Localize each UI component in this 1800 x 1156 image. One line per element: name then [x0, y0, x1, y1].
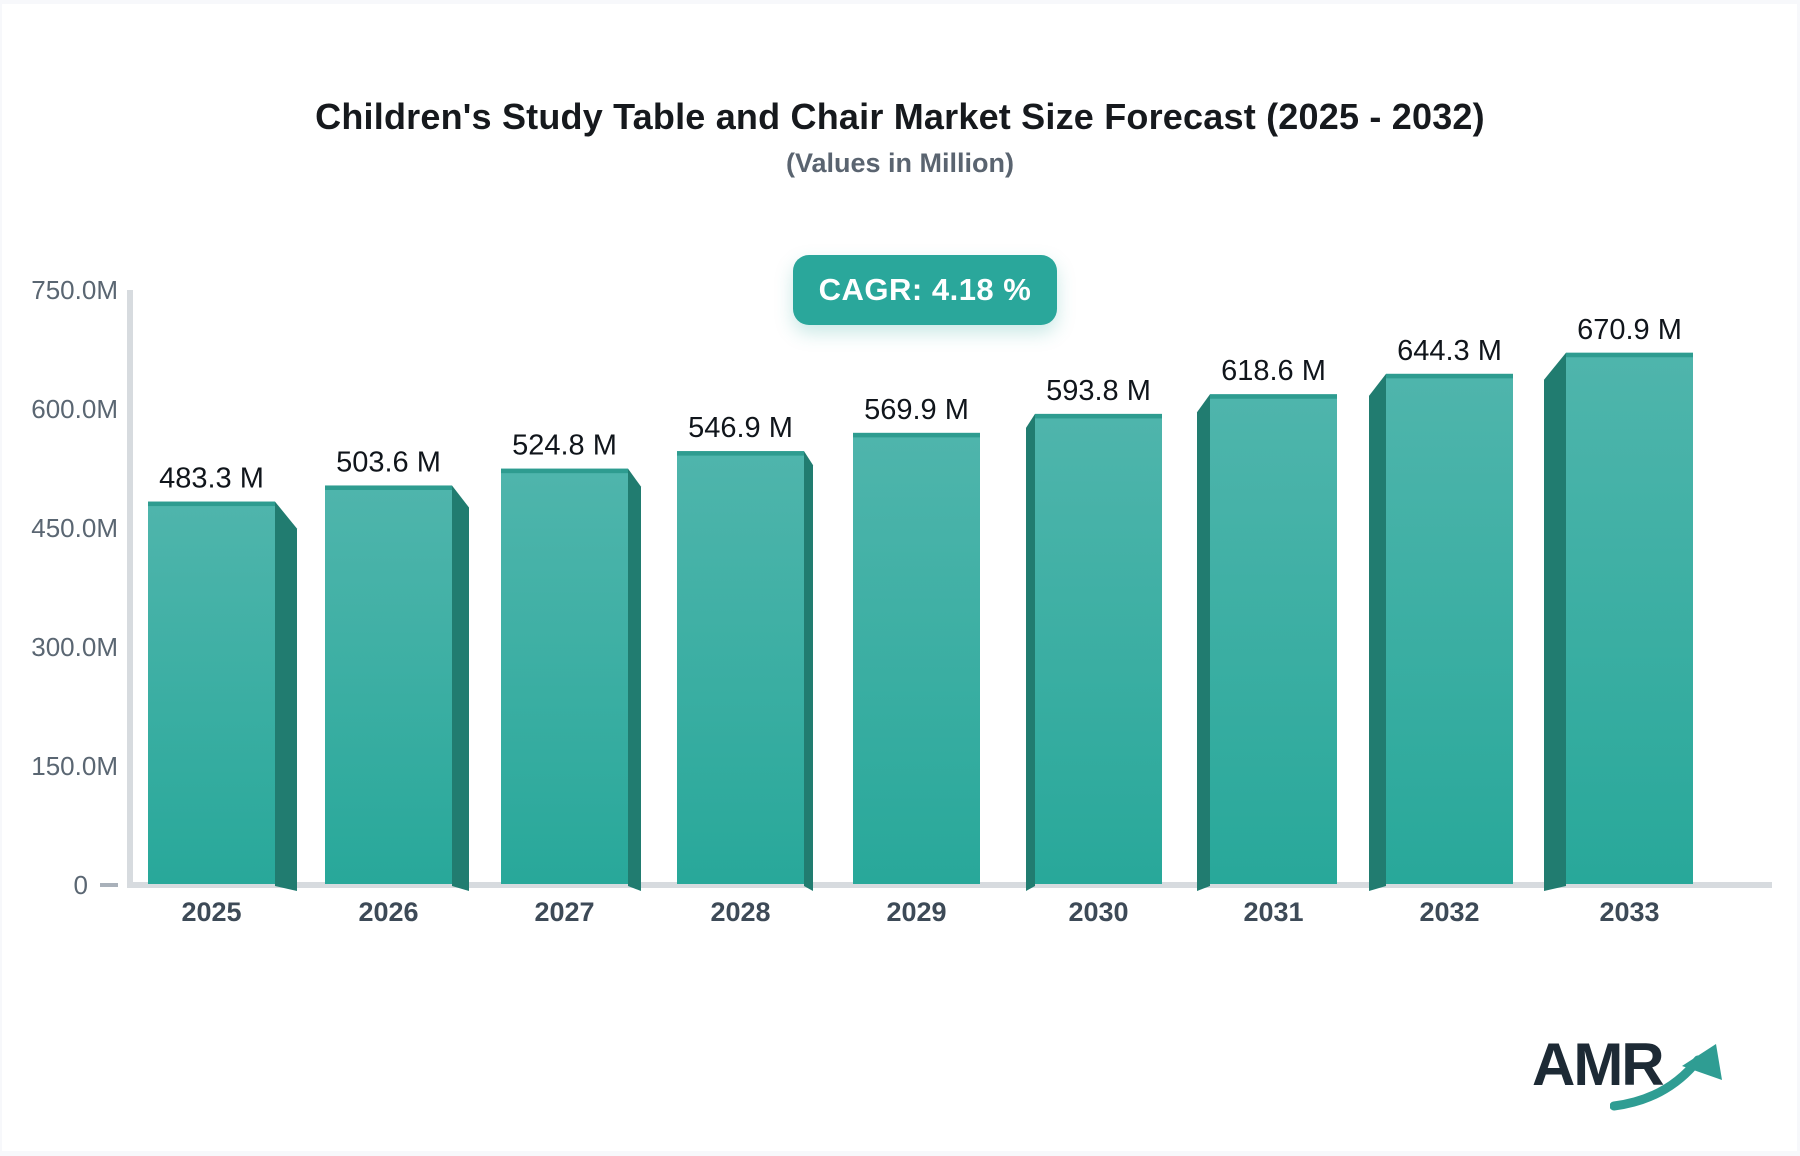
bar — [501, 468, 628, 884]
bar — [148, 501, 275, 884]
bar-top-edge — [1035, 413, 1162, 419]
x-tick-label: 2029 — [886, 897, 946, 927]
bar-side-face — [1026, 413, 1035, 891]
page-border-bottom — [0, 1151, 1800, 1156]
y-tick-label: 0 — [74, 870, 88, 900]
page-border-left — [0, 0, 2, 1156]
x-tick-label: 2027 — [534, 897, 594, 927]
growth-arrow-icon — [1610, 1044, 1722, 1111]
bar-top-edge — [501, 468, 628, 474]
y-tick-label: 750.0M — [31, 275, 118, 305]
x-tick-label: 2033 — [1599, 897, 1659, 927]
bar-value-label: 593.8 M — [1046, 375, 1151, 407]
bar-top-edge — [1386, 373, 1513, 379]
bar-side-face — [1544, 352, 1566, 891]
cagr-badge: CAGR: 4.18 % — [793, 255, 1057, 325]
zero-tick-mark — [100, 883, 118, 887]
amr-logo: AMR — [1532, 1030, 1752, 1120]
bar-side-face — [275, 501, 297, 891]
bar — [325, 485, 452, 884]
y-tick-label: 600.0M — [31, 394, 118, 424]
x-tick-label: 2028 — [710, 897, 770, 927]
bar-value-label: 524.8 M — [512, 430, 617, 462]
bar-top-edge — [1210, 394, 1337, 399]
bar — [1566, 352, 1693, 884]
x-tick-label: 2030 — [1068, 897, 1128, 927]
bar-top-edge — [148, 501, 275, 507]
bar-side-face — [628, 468, 641, 891]
bar-value-label: 670.9 M — [1577, 314, 1682, 346]
bar-value-label: 618.6 M — [1221, 355, 1326, 387]
bar — [1210, 394, 1337, 884]
y-axis-line — [127, 290, 133, 888]
bar — [853, 432, 980, 884]
bar — [1035, 413, 1162, 884]
bar-value-label: 644.3 M — [1397, 335, 1502, 367]
amr-logo-text: AMR — [1532, 1031, 1665, 1098]
x-tick-label: 2031 — [1243, 897, 1303, 927]
page-border-top — [0, 0, 1800, 4]
y-tick-label: 150.0M — [31, 751, 118, 781]
y-tick-label: 300.0M — [31, 632, 118, 662]
bar-top-edge — [325, 485, 452, 490]
bar-value-label: 503.6 M — [336, 446, 441, 478]
y-tick-label: 450.0M — [31, 513, 118, 543]
x-tick-label: 2026 — [358, 897, 418, 927]
bar-value-label: 569.9 M — [864, 394, 969, 426]
bar-side-face — [452, 485, 469, 891]
bar-top-edge — [677, 451, 804, 456]
bar-value-label: 483.3 M — [159, 463, 264, 495]
chart-subtitle: (Values in Million) — [785, 148, 1015, 178]
bar-value-label: 546.9 M — [688, 412, 793, 444]
x-tick-label: 2032 — [1419, 897, 1479, 927]
bar-top-edge — [1566, 352, 1693, 358]
bar-side-face — [804, 451, 813, 891]
x-tick-label: 2025 — [181, 897, 241, 927]
x-axis-line — [127, 882, 1772, 888]
bar — [677, 451, 804, 884]
chart-title: Children's Study Table and Chair Market … — [315, 96, 1485, 137]
bar-side-face — [1369, 373, 1386, 891]
bar — [1386, 373, 1513, 884]
page-border-right — [1797, 0, 1800, 1156]
bar-top-edge — [853, 432, 980, 438]
bar-side-face — [1197, 394, 1210, 891]
